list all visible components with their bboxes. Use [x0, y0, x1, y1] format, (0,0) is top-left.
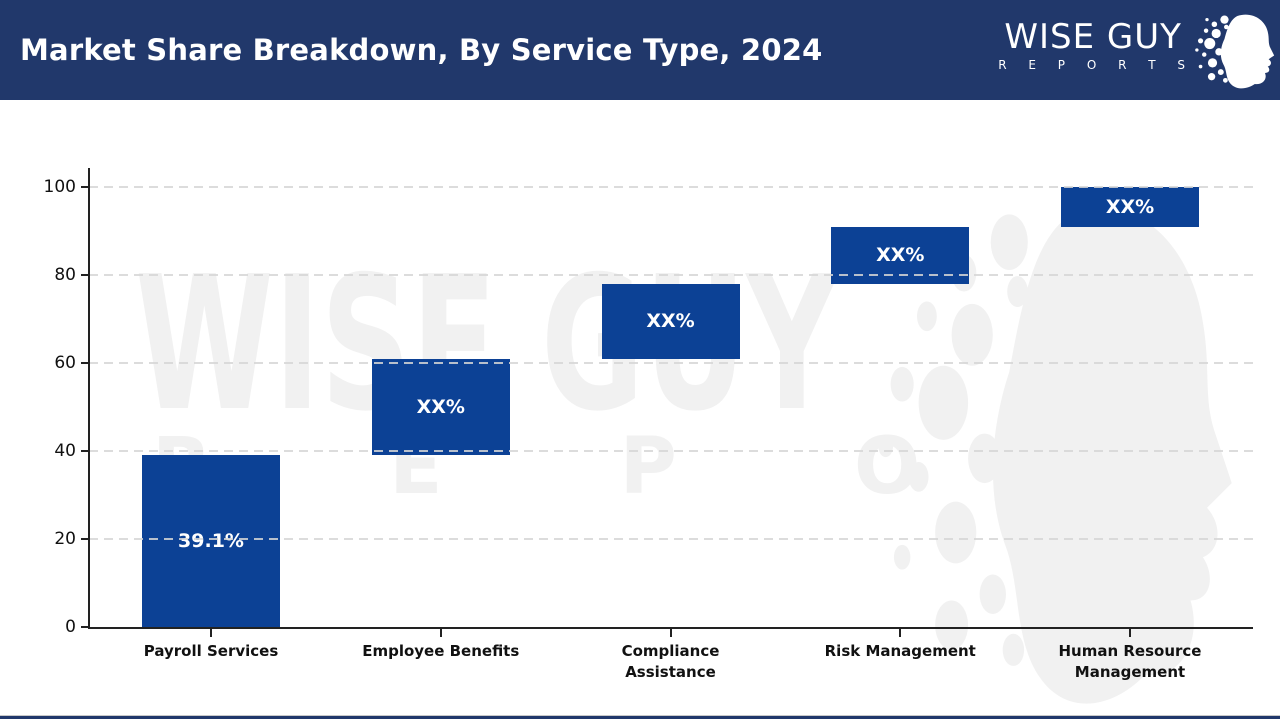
- y-axis-tick-label: 0: [65, 617, 76, 637]
- bar-value-label: XX%: [876, 244, 925, 267]
- y-axis-tick-label: 80: [54, 265, 76, 285]
- y-axis-tick-mark: [81, 450, 89, 452]
- category-label: Human Resource Management: [1058, 642, 1202, 681]
- bar-segment: XX%: [601, 283, 740, 359]
- x-axis-line: [88, 627, 1253, 629]
- bar-segment: 39.1%: [142, 454, 280, 627]
- category-label: Employee Benefits: [362, 642, 520, 660]
- page-title: Market Share Breakdown, By Service Type,…: [20, 33, 823, 67]
- category-label: Risk Management: [824, 642, 976, 660]
- y-axis-tick-mark: [81, 186, 89, 188]
- y-axis-tick-label: 40: [54, 441, 76, 461]
- bar-value-label: XX%: [1105, 195, 1155, 218]
- gridline: [89, 362, 1253, 364]
- bar-value-label: XX%: [646, 310, 695, 333]
- logo-wordmark: WISE GUY: [1004, 17, 1182, 57]
- bar-segment: XX%: [371, 358, 510, 455]
- x-axis-tick-mark: [1129, 629, 1131, 637]
- x-axis-tick-mark: [439, 629, 442, 637]
- gridline: [89, 538, 1253, 540]
- y-axis-line: [88, 168, 90, 629]
- y-axis-tick-label: 20: [54, 529, 76, 549]
- category-label: Compliance Assistance: [621, 642, 720, 681]
- y-axis-tick-label: 100: [43, 177, 76, 197]
- wise-guy-logo: WISE GUY R E P O R T S: [998, 0, 1275, 100]
- bar-value-label: 39.1%: [178, 529, 244, 552]
- footer-bar: [0, 716, 1280, 719]
- x-axis-tick-mark: [210, 629, 212, 637]
- x-axis-tick-mark: [669, 629, 672, 637]
- logo-text: WISE GUY R E P O R T S: [992, 20, 1194, 72]
- header-bar: Market Share Breakdown, By Service Type,…: [0, 0, 1280, 100]
- wise-guy-head-icon: [1195, 14, 1275, 89]
- y-axis-tick-mark: [81, 626, 89, 628]
- bar-segment: XX%: [1061, 187, 1199, 227]
- y-axis-tick-label: 60: [54, 353, 76, 373]
- category-label: Payroll Services: [143, 642, 279, 660]
- chart-area: WISE GUY R E P O R T S 02040608010039.1%…: [0, 100, 1280, 716]
- gridline: [89, 450, 1253, 452]
- logo-subtext: R E P O R T S: [998, 58, 1194, 72]
- bar-value-label: XX%: [416, 395, 465, 418]
- y-axis-tick-mark: [81, 362, 89, 364]
- gridline: [89, 274, 1253, 276]
- gridline: [89, 186, 1253, 188]
- y-axis-tick-mark: [81, 538, 89, 540]
- x-axis-tick-mark: [899, 629, 902, 637]
- y-axis-tick-mark: [81, 274, 89, 276]
